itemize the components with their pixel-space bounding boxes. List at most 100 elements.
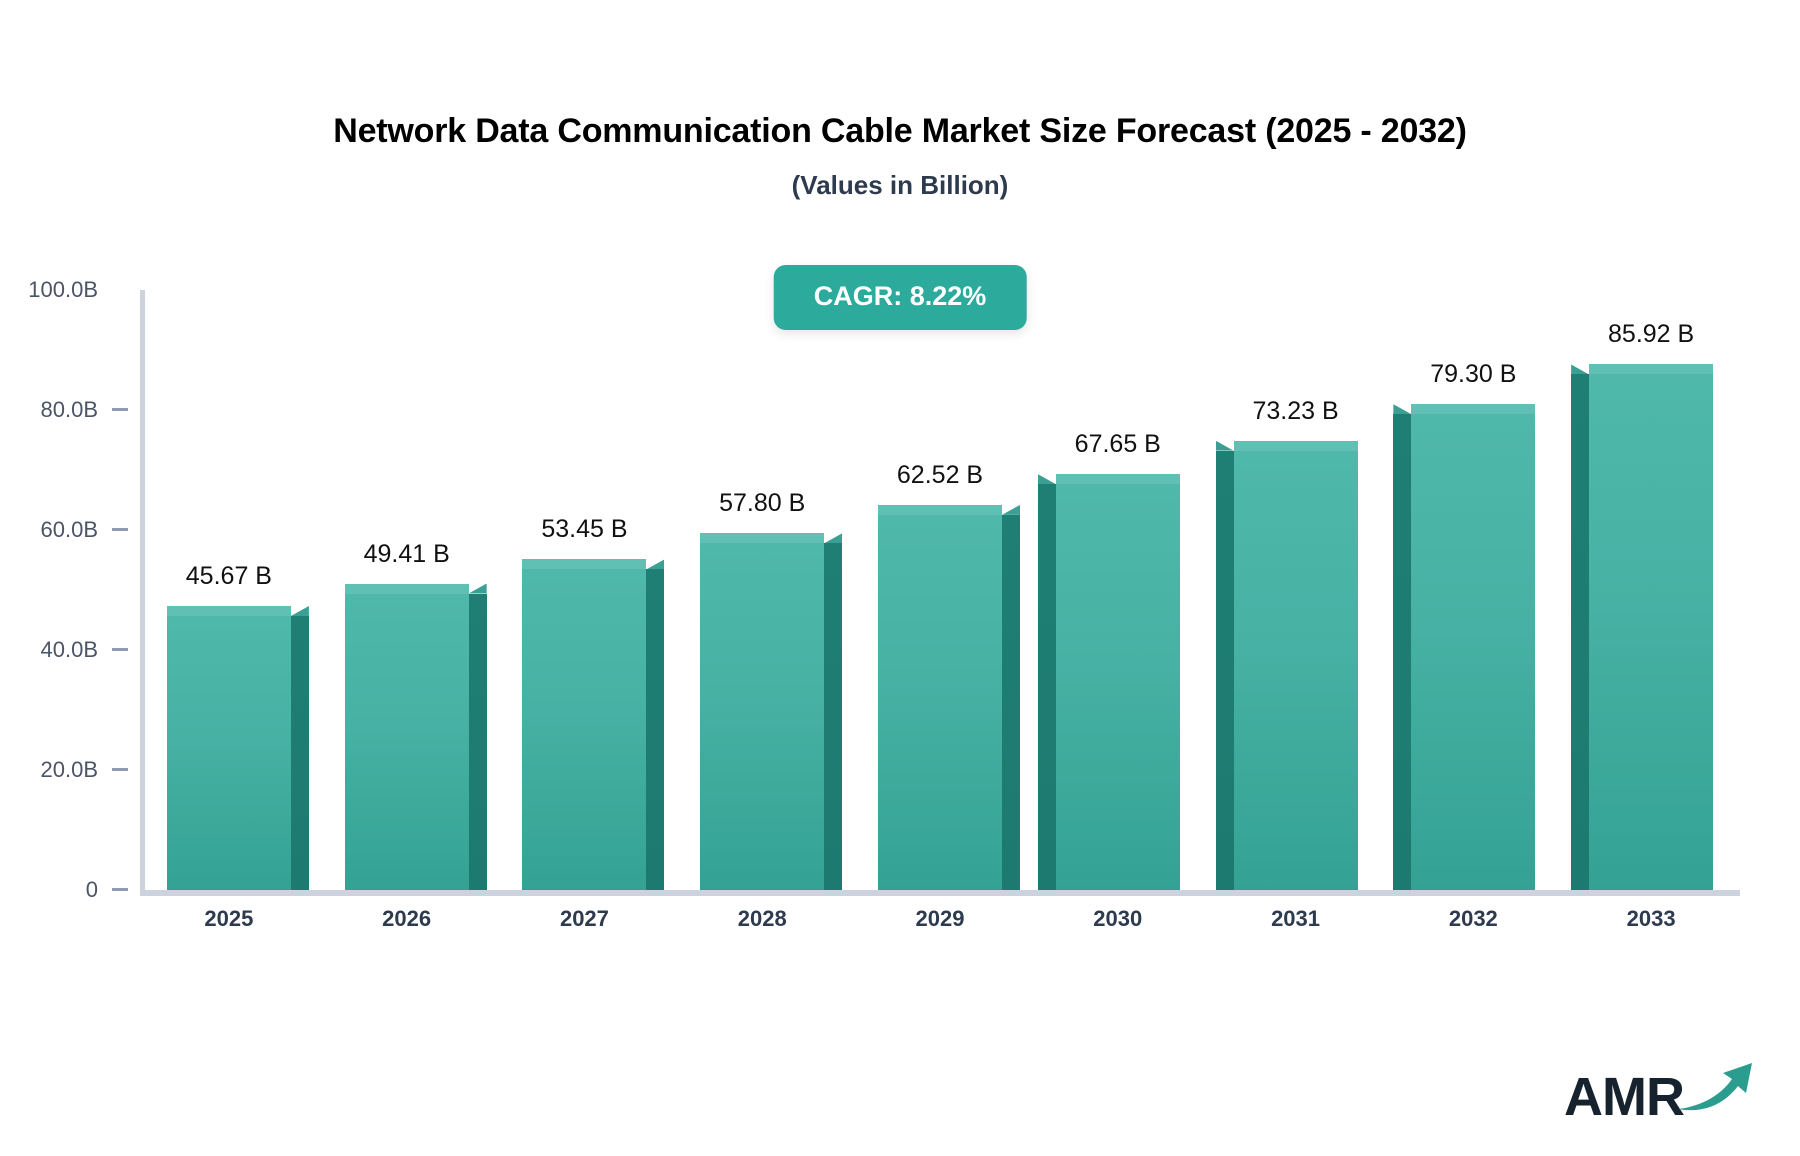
bar-column[interactable] bbox=[1393, 290, 1536, 890]
bar-top-bevel bbox=[824, 533, 843, 544]
bar-column[interactable] bbox=[878, 290, 1020, 890]
bar[interactable] bbox=[878, 504, 1020, 890]
bar-value-label: 53.45 B bbox=[541, 515, 628, 544]
x-axis-tick-label: 2025 bbox=[204, 906, 254, 931]
plot-area: 0 20.0B 40.0B 60.0B 80.0B 100.0B 45.67 B 49.41… bbox=[28, 277, 1740, 931]
x-axis-tick-label: 2028 bbox=[737, 906, 787, 931]
x-axis-line bbox=[140, 890, 1740, 896]
bar-top-bevel bbox=[1571, 364, 1590, 375]
bar-front-face bbox=[1233, 450, 1358, 890]
y-axis-tick-mark bbox=[112, 647, 128, 651]
bar-column[interactable] bbox=[1571, 290, 1714, 890]
bar[interactable] bbox=[1571, 364, 1714, 890]
y-axis-tick: 20.0B bbox=[41, 757, 141, 783]
bar-top-face bbox=[700, 533, 825, 544]
y-axis-tick: 40.0B bbox=[41, 637, 141, 663]
bar-front-face bbox=[1055, 484, 1180, 890]
bar-top-bevel bbox=[1002, 504, 1020, 515]
bar-front-face bbox=[700, 543, 825, 890]
bar[interactable] bbox=[522, 559, 665, 890]
bar-front-face bbox=[344, 593, 469, 890]
bar-top-face bbox=[1589, 364, 1714, 375]
bar-front-face bbox=[1589, 374, 1714, 890]
bar-value-label: 49.41 B bbox=[363, 539, 450, 568]
y-axis-line bbox=[140, 290, 145, 895]
logo-wordmark: AMR bbox=[1564, 1067, 1685, 1127]
bar-column[interactable] bbox=[1037, 290, 1180, 890]
bar-side-face bbox=[290, 615, 309, 890]
y-axis-tick-mark bbox=[112, 527, 128, 531]
amr-logo: AMR bbox=[1564, 1057, 1754, 1124]
bar-top-bevel bbox=[1393, 404, 1412, 415]
bar-value-label: 85.92 B bbox=[1608, 320, 1695, 349]
bar-column[interactable] bbox=[700, 290, 843, 890]
x-axis-tick-label: 2031 bbox=[1271, 906, 1321, 931]
bar-front-face bbox=[522, 569, 647, 890]
bar-top-bevel bbox=[468, 583, 487, 594]
bar-top-face bbox=[166, 605, 291, 616]
bar-side-face bbox=[468, 593, 487, 890]
bar-side-face bbox=[1215, 450, 1234, 890]
x-axis-tick-label: 2032 bbox=[1448, 906, 1498, 931]
y-axis-tick-label: 100.0B bbox=[28, 277, 98, 302]
bar-top-face bbox=[1055, 474, 1180, 485]
bar[interactable] bbox=[1215, 440, 1358, 890]
bar-column[interactable] bbox=[166, 290, 309, 890]
bar-front-face bbox=[878, 514, 1002, 890]
bar-value-label: 62.52 B bbox=[896, 460, 984, 489]
bar-side-face bbox=[1002, 514, 1020, 890]
y-axis-tick-mark bbox=[112, 767, 128, 771]
y-axis-tick: 100.0B bbox=[28, 277, 140, 303]
bar-top-bevel bbox=[646, 559, 665, 570]
bar-top-face bbox=[1233, 440, 1358, 451]
bar-column[interactable] bbox=[522, 290, 665, 890]
bar-side-face bbox=[1037, 484, 1056, 890]
bar-top-face bbox=[1411, 404, 1536, 415]
y-axis-tick-label: 20.0B bbox=[40, 757, 99, 782]
y-axis-tick: 60.0B bbox=[41, 517, 141, 543]
bar-side-face bbox=[646, 569, 665, 890]
x-axis-tick-label: 2027 bbox=[559, 906, 609, 931]
bar-side-face bbox=[1393, 414, 1412, 890]
x-axis-tick-label: 2033 bbox=[1626, 906, 1676, 931]
y-axis-tick-label: 60.0B bbox=[40, 517, 99, 542]
chart-subtitle: (Values in Billion) bbox=[791, 170, 1009, 200]
y-axis-tick-mark bbox=[112, 407, 128, 411]
bar-top-face bbox=[344, 583, 469, 594]
bar-side-face bbox=[824, 543, 843, 890]
bar[interactable] bbox=[700, 533, 843, 890]
bar-column[interactable] bbox=[1215, 290, 1358, 890]
page-title: Network Data Communication Cable Market … bbox=[333, 112, 1467, 150]
bar-value-label: 45.67 B bbox=[185, 561, 272, 590]
y-axis-tick-mark bbox=[112, 887, 128, 891]
y-axis-tick-label: 80.0B bbox=[40, 397, 99, 422]
bar-top-bevel bbox=[1037, 474, 1056, 485]
bar[interactable] bbox=[166, 605, 309, 890]
x-axis-tick-label: 2026 bbox=[382, 906, 432, 931]
bar-top-face bbox=[522, 559, 647, 570]
x-axis-tick-label: 2029 bbox=[915, 906, 965, 931]
bar-column[interactable] bbox=[344, 290, 487, 890]
y-axis-tick-label: 40.0B bbox=[40, 637, 99, 662]
growth-arrow-icon bbox=[1676, 1057, 1754, 1120]
bar-top-face bbox=[878, 504, 1002, 515]
bar[interactable] bbox=[1393, 404, 1536, 890]
bar-top-bevel bbox=[1215, 440, 1234, 451]
bar-front-face bbox=[1411, 414, 1536, 890]
x-axis-tick-label: 2030 bbox=[1093, 906, 1143, 931]
bar-value-label: 73.23 B bbox=[1252, 396, 1339, 425]
bar-side-face bbox=[1571, 374, 1590, 890]
y-axis-tick: 80.0B bbox=[41, 397, 141, 423]
bar[interactable] bbox=[1037, 474, 1180, 890]
bar-value-label: 67.65 B bbox=[1074, 430, 1161, 459]
bar-series: 45.67 B 49.41 B 53.45 B 57.80 B 62.52 B 67.65… bbox=[140, 290, 1740, 890]
bar-front-face bbox=[166, 615, 291, 890]
bar-top-bevel bbox=[290, 605, 309, 616]
bar-value-label: 79.30 B bbox=[1430, 360, 1517, 389]
y-axis-tick-label: 0 bbox=[85, 877, 98, 902]
y-axis-tick: 0 bbox=[86, 877, 140, 903]
bar-value-label: 57.80 B bbox=[719, 489, 806, 518]
bar[interactable] bbox=[344, 583, 487, 890]
cagr-badge: CAGR: 8.22% bbox=[773, 265, 1027, 330]
